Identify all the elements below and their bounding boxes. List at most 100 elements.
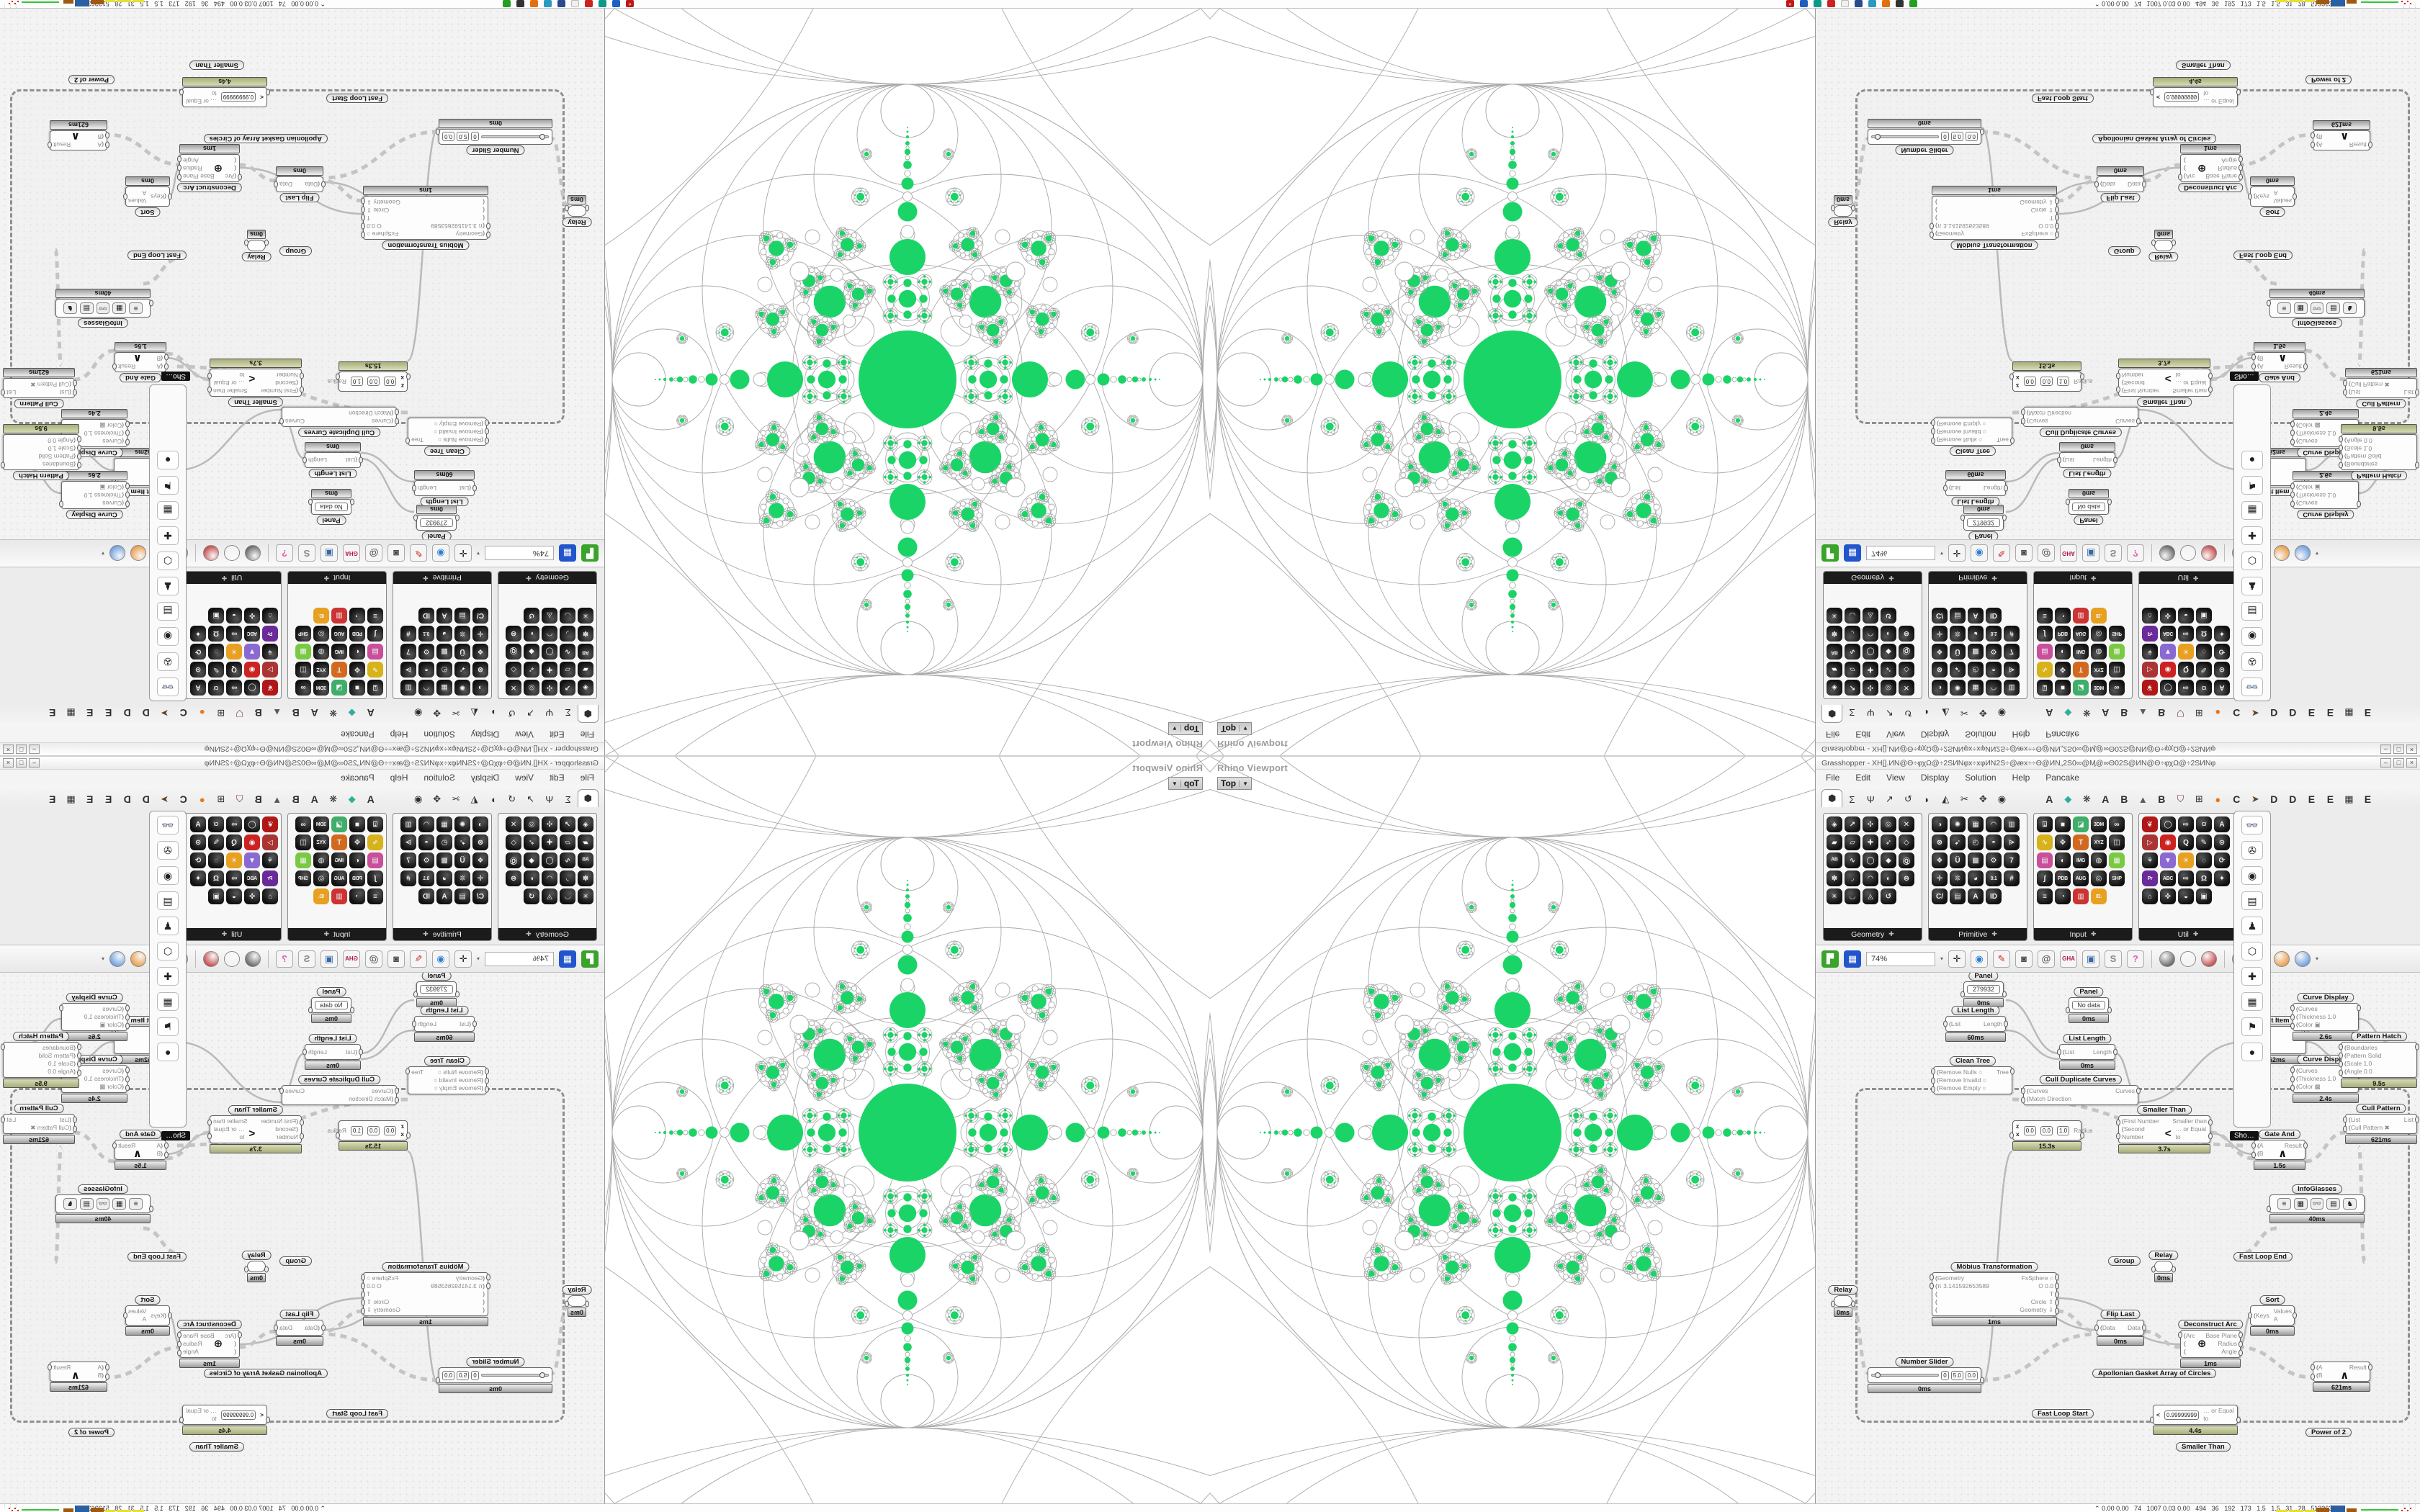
strip-icon-2[interactable]: ◉ [2241, 627, 2263, 646]
tray-app-teal-icon[interactable] [1814, 0, 1821, 7]
tab-0[interactable]: ⬢ [577, 705, 599, 723]
palette-group-label[interactable]: Primitive ✚ [393, 928, 491, 940]
palette-icon[interactable]: ▱ [1845, 662, 1860, 678]
strip-icon-5[interactable]: ⬡ [157, 942, 179, 960]
tab-8[interactable]: ✥ [1978, 793, 1987, 804]
node-port[interactable] [2116, 1133, 2120, 1140]
palette-icon[interactable]: ◬ [1863, 608, 1878, 624]
tab-13[interactable]: ❋ [2082, 708, 2091, 719]
gh-node-clean-tree[interactable]: Clean TreeRemove Nulls ○TreeRemove Inval… [405, 1056, 489, 1094]
node-port[interactable] [2357, 500, 2361, 508]
grasshopper-window[interactable]: Grasshopper - XH[].ИN@Θ÷φχΩ@÷2SИNφx÷xφИN… [0, 0, 605, 756]
gh-node-infoglasses[interactable]: InfoGlasses ≡ ▦ 👓 ▤ ♞ 40ms [2267, 1184, 2365, 1223]
node-port[interactable] [1980, 128, 1984, 135]
gh-node-clean-tree[interactable]: Clean TreeRemove Nulls ○TreeRemove Inval… [1931, 418, 2015, 456]
tab-8[interactable]: ✥ [1978, 708, 1987, 719]
node-port[interactable] [2339, 1052, 2343, 1059]
node-port[interactable] [264, 239, 269, 246]
tab-16[interactable]: ▲ [272, 707, 282, 718]
palette-icon[interactable]: ▦ [2109, 644, 2125, 660]
gh-node-badge[interactable]: <0.99999999… or Equal to 4.4s [179, 1405, 270, 1435]
palette-icon[interactable]: ◡ [560, 608, 575, 624]
palette-icon[interactable]: ◌ [2196, 644, 2212, 660]
tab-12[interactable]: ◆ [2064, 793, 2072, 804]
palette-icon[interactable]: A [190, 680, 206, 696]
palette-icon[interactable]: ⊜ [1899, 626, 1914, 642]
node-port[interactable] [2055, 206, 2059, 213]
tray-app-orange-icon[interactable] [1882, 0, 1890, 7]
node-port[interactable] [359, 456, 363, 464]
palette-icon[interactable]: ⟳ [2214, 852, 2230, 868]
tab-19[interactable]: ⊞ [2195, 708, 2203, 719]
palette-icon[interactable]: ➶ [524, 834, 539, 850]
palette-icon[interactable]: ◔ [349, 608, 365, 624]
tab-2[interactable]: Ψ [1866, 794, 1875, 805]
node-port[interactable] [77, 436, 81, 443]
palette-icon[interactable]: ◞ [1845, 626, 1860, 642]
gh-node-panel[interactable]: Panel No data 0ms [308, 489, 354, 525]
tray-app-navy-icon[interactable] [557, 0, 565, 7]
palette-icon[interactable]: ▥ [331, 608, 347, 624]
gh-node-infoglasses[interactable]: InfoGlasses ≡ ▦ 👓 ▤ ♞ 40ms [55, 289, 153, 328]
node-port[interactable] [1930, 222, 1934, 230]
palette-group-label[interactable]: Input ✚ [2034, 928, 2132, 940]
palette-icon[interactable]: SHP [2109, 870, 2125, 886]
display-mode-sphere-0[interactable] [244, 950, 261, 967]
zoom-extents-icon[interactable]: ✛ [454, 544, 472, 562]
tab-22[interactable]: ➤ [2251, 793, 2259, 804]
palette-icon[interactable]: ✛ [472, 870, 488, 886]
node-port[interactable] [436, 128, 440, 135]
palette-icon[interactable]: ◯ [542, 852, 557, 868]
node-port[interactable] [2002, 514, 2007, 521]
node-port[interactable] [73, 390, 77, 396]
palette-icon[interactable]: A [2214, 816, 2230, 832]
palette-icon[interactable]: ABC [2160, 870, 2176, 886]
palette-icon[interactable]: Ü [454, 644, 470, 660]
strip-icon-2[interactable]: ◉ [157, 866, 179, 885]
node-port[interactable] [2208, 1133, 2213, 1140]
menu-item-help[interactable]: Help [390, 773, 408, 783]
palette-icon[interactable]: ∿ [367, 662, 383, 678]
node-port[interactable] [485, 1068, 489, 1075]
node-port[interactable] [321, 181, 326, 188]
search-icon[interactable]: S [2105, 950, 2123, 968]
palette-icon[interactable]: ◆ [1881, 644, 1896, 660]
node-port[interactable] [336, 1132, 340, 1139]
tab-14[interactable]: A [310, 707, 318, 719]
palette-icon[interactable]: ◠ [418, 816, 434, 832]
palette-icon[interactable]: 7 [400, 644, 416, 660]
menu-item-edit[interactable]: Edit [1855, 729, 1871, 739]
palette-icon[interactable]: ❊ [454, 626, 470, 642]
gh-node-power-of-2[interactable]: Power of 2 [2305, 75, 2352, 84]
palette-icon[interactable]: ⇨ [226, 626, 242, 642]
tab-10[interactable] [380, 705, 409, 709]
node-port[interactable] [2178, 174, 2182, 181]
node-port[interactable] [2238, 156, 2243, 163]
node-port[interactable] [77, 1069, 81, 1076]
palette-icon[interactable]: ▩ [1968, 852, 1984, 868]
node-port[interactable] [207, 386, 212, 393]
gh-node-apollonian-gasket-array-of-circles[interactable]: Apollonian Gasket Array of Circles [2092, 134, 2217, 143]
display-mode-sphere-2[interactable] [2201, 950, 2218, 967]
node-port[interactable] [77, 453, 81, 460]
node-port[interactable] [412, 1020, 416, 1027]
strip-icon-0[interactable]: 👓 [157, 678, 179, 696]
tab-16[interactable]: ▲ [2138, 794, 2148, 805]
node-port[interactable] [179, 1416, 184, 1423]
close-button[interactable]: × [3, 758, 14, 768]
palette-icon[interactable]: ∞ [295, 816, 311, 832]
node-port[interactable] [361, 1274, 365, 1281]
strip-icon-5[interactable]: ⬡ [157, 552, 179, 570]
tab-20[interactable]: ● [199, 707, 205, 718]
maximize-button[interactable]: □ [2393, 758, 2404, 768]
palette-icon[interactable]: ∿ [2037, 834, 2053, 850]
palette-icon[interactable]: 0.1 [1986, 870, 2002, 886]
tab-2[interactable]: Ψ [545, 794, 554, 805]
palette-icon[interactable]: ◬ [542, 888, 557, 904]
gh-node-number-slider[interactable]: Number Slider 0 5.0 0.0 0ms [436, 119, 552, 155]
tab-11[interactable]: A [2045, 707, 2053, 719]
gh-node-gate-and[interactable]: Gate AndAResultB∧1.5s [112, 342, 169, 382]
slider-value-box[interactable]: 0.0 [1965, 1370, 1978, 1380]
palette-icon[interactable]: ◓ [418, 662, 434, 678]
taskbar-grip[interactable]: ⋮⋮⋮ [1, 1504, 19, 1509]
